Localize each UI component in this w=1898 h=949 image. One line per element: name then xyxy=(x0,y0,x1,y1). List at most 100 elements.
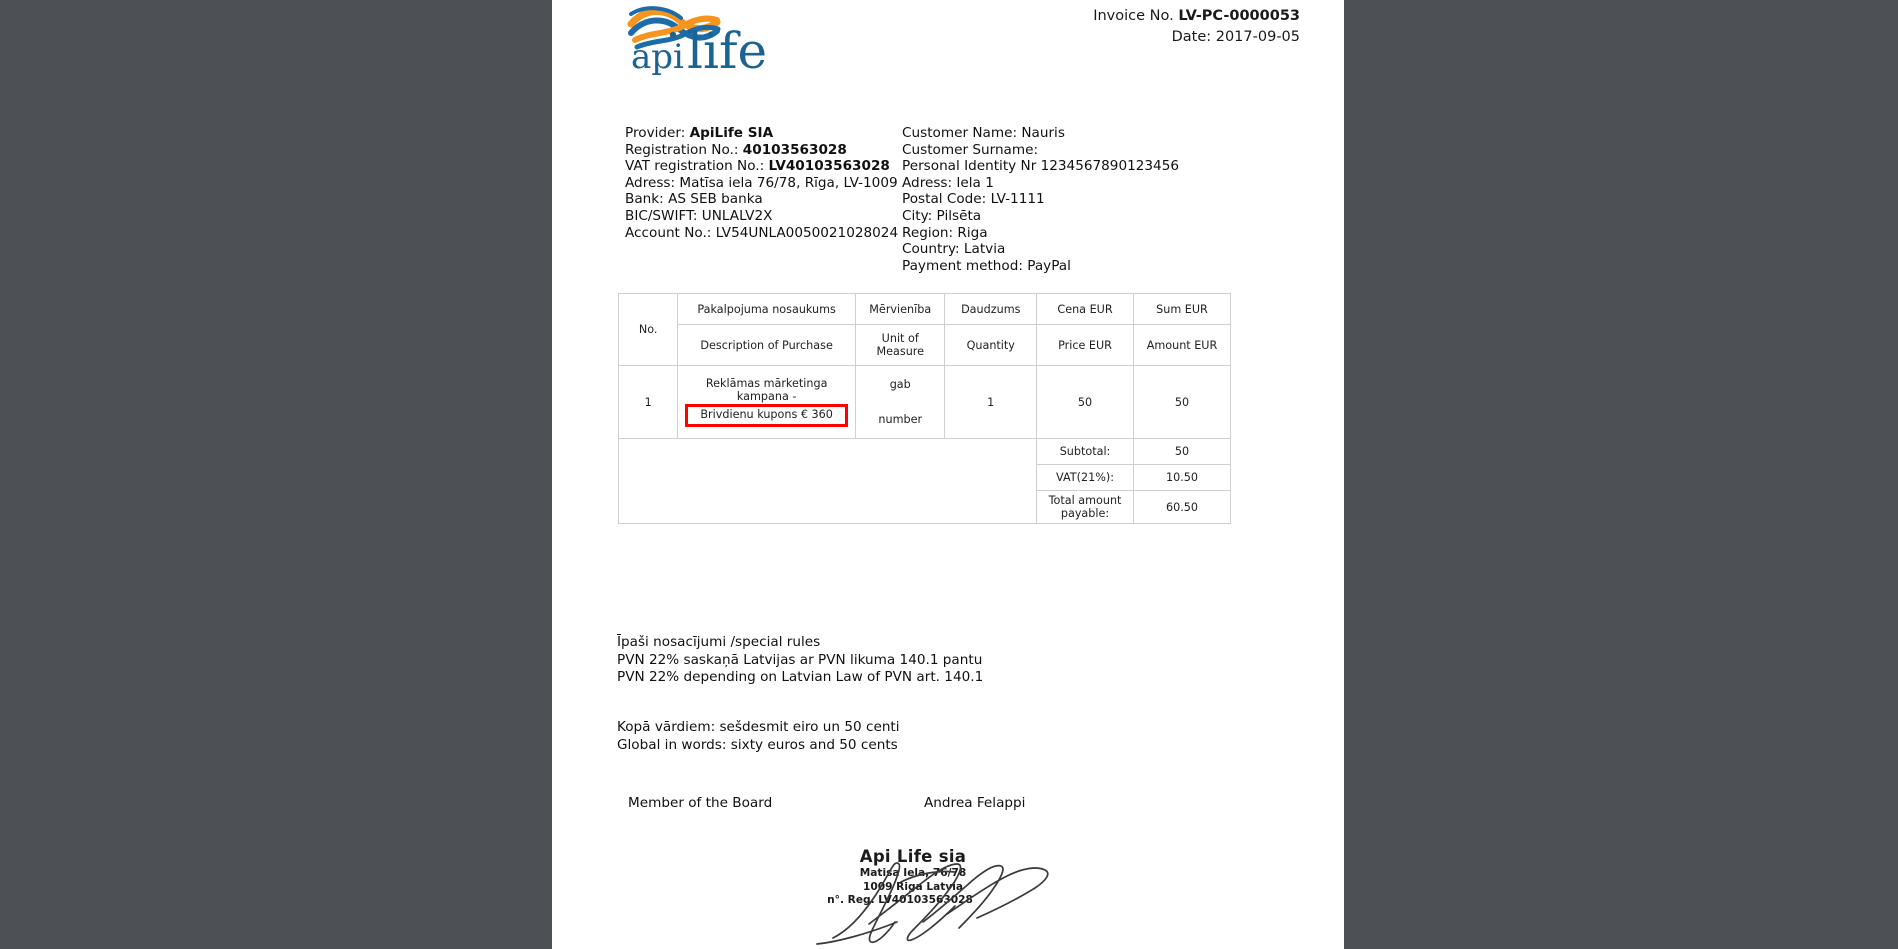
special-rules-block: Īpaši nosacījumi /special rules PVN 22% … xyxy=(617,634,983,687)
customer-surname: Customer Surname: xyxy=(902,141,1039,158)
table-row: 1 Reklāmas mārketinga kampana - Brivdien… xyxy=(617,365,1231,439)
stamp-text: Api Life sia Matisa Iela, 76/78 1009 Rig… xyxy=(813,847,1013,908)
stamp-title: Api Life sia xyxy=(859,847,967,866)
bank-label: Bank: xyxy=(625,191,664,208)
invoice-number-line: Invoice No. LV-PC-0000053 xyxy=(1093,6,1300,27)
totals-row-subtotal: Subtotal: 50 xyxy=(617,438,1231,524)
account-no-label: Account No.: xyxy=(625,224,712,241)
header-description-lv: Pakalpojuma nosaukums xyxy=(677,293,857,325)
header-unit-en-line2: Measure xyxy=(876,345,925,358)
totals-row-vat: VAT(21%): 10.50 xyxy=(619,464,1231,491)
item-unit: gab number xyxy=(855,365,946,439)
header-unit-lv: Mērvienība xyxy=(855,293,946,325)
header-price-en: Price EUR xyxy=(1036,324,1134,366)
table-empty-area xyxy=(617,438,1038,524)
customer-name: Customer Name: Nauris xyxy=(902,125,1065,141)
invoice-header: api life Invoice No. LV-PC-0000053 Date:… xyxy=(552,0,1344,96)
item-amount: 50 xyxy=(1133,365,1231,439)
customer-address: Adress: Iela 1 xyxy=(902,174,994,191)
item-no: 1 xyxy=(617,365,679,439)
header-unit-en-line1: Unit of xyxy=(881,332,919,345)
customer-country: Country: Latvia xyxy=(902,241,1006,258)
vat-registration-label: VAT registration No.: xyxy=(625,158,765,175)
provider-row: VAT registration No.: LV40103563028 xyxy=(625,158,898,175)
amount-in-words-en: Global in words: sixty euros and 50 cent… xyxy=(617,736,898,753)
item-price: 50 xyxy=(1036,365,1134,439)
stamp-address-line: Matisa Iela, 76/78 xyxy=(859,866,967,879)
swift-value: UNLALV2X xyxy=(701,207,773,224)
customer-payment-method: Payment method: PayPal xyxy=(902,257,1071,274)
table-header-row-lv: No. Pakalpojuma nosaukums Mērvienība Dau… xyxy=(617,293,1231,366)
customer-block: Customer Name: Nauris Customer Surname: … xyxy=(902,125,1179,274)
header-amount-lv: Sum EUR xyxy=(1133,293,1231,325)
item-unit-lv: gab xyxy=(889,377,911,391)
bank-value: AS SEB banka xyxy=(668,191,763,208)
registration-no-value: 40103563028 xyxy=(742,141,847,158)
items-table: No. Pakalpojuma nosaukums Mērvienība Dau… xyxy=(617,293,1231,524)
vat-registration-value: LV40103563028 xyxy=(768,158,890,175)
item-unit-en: number xyxy=(878,413,923,426)
amount-in-words-block: Kopā vārdiem: sešdesmit eiro un 50 centi… xyxy=(617,719,900,754)
item-description-highlighted: Brivdienu kupons € 360 xyxy=(685,403,848,428)
provider-row: BIC/SWIFT: UNLALV2X xyxy=(625,208,898,225)
provider-row: Adress: Matīsa iela 76/78, Rīga, LV-1009 xyxy=(625,175,898,192)
registration-no-label: Registration No.: xyxy=(625,141,739,158)
invoice-number-value: LV-PC-0000053 xyxy=(1178,8,1300,24)
provider-label: Provider: xyxy=(625,125,686,141)
header-unit-en: Unit of Measure xyxy=(855,324,946,366)
account-no-value: LV54UNLA0050021028024 xyxy=(715,224,899,241)
customer-personal-identity: Personal Identity Nr 1234567890123456 xyxy=(902,158,1179,175)
item-description: Reklāmas mārketinga kampana - Brivdienu … xyxy=(677,365,857,439)
logo-waves xyxy=(627,6,721,50)
special-rule-en: PVN 22% depending on Latvian Law of PVN … xyxy=(617,669,984,686)
totals-row-total: Total amount payable: 60.50 xyxy=(619,490,1231,524)
member-of-board-label: Member of the Board xyxy=(628,795,773,811)
total-label-line1: Total amount xyxy=(1048,494,1122,507)
header-amount-en: Amount EUR xyxy=(1133,324,1231,366)
subtotal-label: Subtotal: xyxy=(1036,438,1134,465)
provider-value: ApiLife SIA xyxy=(689,125,774,141)
total-label-line2: payable: xyxy=(1060,507,1110,520)
header-price-lv: Cena EUR xyxy=(1036,293,1134,325)
logo-api-text: api xyxy=(631,37,684,77)
special-rule-lv: PVN 22% saskaņā Latvijas ar PVN likuma 1… xyxy=(617,651,983,668)
item-quantity: 1 xyxy=(944,365,1038,439)
provider-row: Bank: AS SEB banka xyxy=(625,191,898,208)
header-quantity-en: Quantity xyxy=(944,324,1038,366)
provider-address-value: Matīsa iela 76/78, Rīga, LV-1009 xyxy=(679,174,898,191)
provider-row: Account No.: LV54UNLA0050021028024 xyxy=(625,225,898,242)
vat-value: 10.50 xyxy=(1133,464,1231,491)
customer-postal-code: Postal Code: LV-1111 xyxy=(902,191,1045,208)
invoice-date-line: Date: 2017-09-05 xyxy=(1171,28,1300,45)
swift-label: BIC/SWIFT: xyxy=(625,207,698,224)
apilife-logo: api life xyxy=(625,2,835,78)
stamp-city-line: 1009 Riga Latvia xyxy=(862,880,964,893)
amount-in-words-lv: Kopā vārdiem: sešdesmit eiro un 50 centi xyxy=(617,719,900,735)
provider-address-label: Adress: xyxy=(625,174,676,191)
customer-city: City: Pilsēta xyxy=(902,207,982,224)
vat-label: VAT(21%): xyxy=(1036,464,1134,491)
provider-row: Provider: ApiLife SIA xyxy=(625,125,898,142)
provider-block: Provider: ApiLife SIA Registration No.: … xyxy=(625,125,898,241)
header-description-en: Description of Purchase xyxy=(677,324,857,366)
invoice-number-label: Invoice No. xyxy=(1093,8,1174,24)
total-label: Total amount payable: xyxy=(1036,490,1134,524)
invoice-page: api life Invoice No. LV-PC-0000053 Date:… xyxy=(552,0,1344,949)
provider-row: Registration No.: 40103563028 xyxy=(625,142,898,159)
special-rules-title: Īpaši nosacījumi /special rules xyxy=(617,634,821,650)
header-no: No. xyxy=(617,293,679,366)
signer-name: Andrea Felappi xyxy=(924,795,1026,811)
apilife-logo-graphic: api life xyxy=(627,6,767,78)
header-quantity-lv: Daudzums xyxy=(944,293,1038,325)
table-header-row-en: Description of Purchase Unit of Measure … xyxy=(619,324,1231,366)
company-stamp: Api Life sia Matisa Iela, 76/78 1009 Rig… xyxy=(813,847,1073,949)
parties-section: Provider: ApiLife SIA Registration No.: … xyxy=(552,120,1344,280)
logo-i-dot xyxy=(669,31,677,39)
subtotal-value: 50 xyxy=(1133,438,1231,465)
total-value: 60.50 xyxy=(1133,490,1231,524)
logo-life-text: life xyxy=(687,22,767,78)
item-description-line1: Reklāmas mārketinga kampana - xyxy=(705,376,828,403)
customer-region: Region: Riga xyxy=(902,224,988,241)
invoice-meta: Invoice No. LV-PC-0000053 Date: 2017-09-… xyxy=(1093,6,1300,47)
